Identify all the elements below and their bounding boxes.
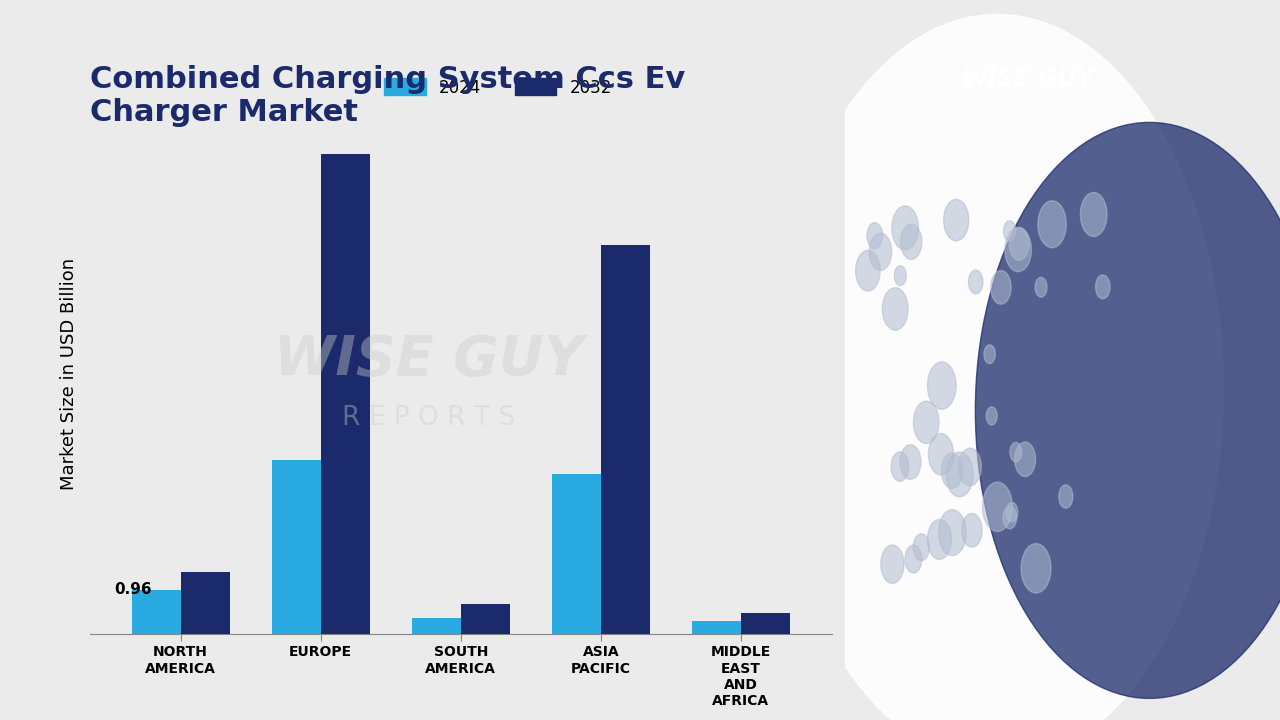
Text: Combined Charging System Ccs Ev
Charger Market: Combined Charging System Ccs Ev Charger … bbox=[90, 65, 685, 127]
Circle shape bbox=[869, 233, 892, 270]
Circle shape bbox=[891, 452, 909, 482]
Circle shape bbox=[928, 519, 951, 559]
Circle shape bbox=[901, 224, 922, 259]
Circle shape bbox=[1004, 221, 1016, 241]
Legend: 2024, 2032: 2024, 2032 bbox=[378, 72, 618, 103]
Circle shape bbox=[855, 251, 881, 291]
Circle shape bbox=[991, 271, 1011, 304]
Circle shape bbox=[969, 270, 983, 294]
Circle shape bbox=[1021, 544, 1051, 593]
Circle shape bbox=[1004, 506, 1016, 528]
Circle shape bbox=[895, 266, 906, 286]
Circle shape bbox=[1038, 201, 1066, 248]
Bar bbox=[180, 572, 229, 634]
Bar bbox=[461, 604, 509, 634]
Circle shape bbox=[941, 453, 963, 488]
Circle shape bbox=[946, 452, 973, 497]
Text: WISE GUY: WISE GUY bbox=[274, 333, 584, 387]
Circle shape bbox=[975, 122, 1280, 698]
Circle shape bbox=[867, 222, 883, 248]
Circle shape bbox=[1009, 228, 1029, 261]
Circle shape bbox=[961, 513, 982, 547]
Circle shape bbox=[913, 534, 929, 561]
Circle shape bbox=[1006, 503, 1018, 522]
Circle shape bbox=[1005, 228, 1032, 271]
Circle shape bbox=[905, 545, 922, 573]
Text: R E P O R T S: R E P O R T S bbox=[982, 115, 1073, 130]
Circle shape bbox=[1036, 277, 1047, 297]
Bar bbox=[552, 474, 600, 634]
Bar bbox=[412, 618, 461, 634]
Circle shape bbox=[1015, 442, 1036, 477]
Circle shape bbox=[900, 445, 920, 480]
Circle shape bbox=[892, 206, 919, 250]
Circle shape bbox=[882, 288, 908, 330]
Bar bbox=[692, 621, 741, 634]
Bar bbox=[600, 245, 650, 634]
Y-axis label: Market Size in USD Billion: Market Size in USD Billion bbox=[60, 258, 78, 490]
Circle shape bbox=[1059, 485, 1073, 508]
Circle shape bbox=[881, 545, 904, 583]
Text: R E P O R T S: R E P O R T S bbox=[342, 405, 516, 431]
Bar bbox=[271, 460, 321, 634]
Circle shape bbox=[928, 362, 956, 409]
Text: 0.96: 0.96 bbox=[114, 582, 152, 597]
Circle shape bbox=[986, 407, 997, 425]
Circle shape bbox=[928, 433, 954, 475]
Circle shape bbox=[938, 510, 966, 556]
Circle shape bbox=[1080, 192, 1107, 236]
Circle shape bbox=[1010, 442, 1021, 462]
Bar bbox=[321, 153, 370, 634]
Circle shape bbox=[771, 14, 1224, 720]
Text: WISE GUY: WISE GUY bbox=[961, 67, 1093, 91]
Bar bbox=[741, 613, 790, 634]
Circle shape bbox=[959, 448, 982, 486]
Circle shape bbox=[943, 199, 969, 240]
Bar bbox=[132, 590, 180, 634]
Circle shape bbox=[983, 482, 1012, 531]
Circle shape bbox=[1096, 275, 1110, 299]
Circle shape bbox=[984, 345, 996, 364]
Circle shape bbox=[914, 401, 940, 444]
